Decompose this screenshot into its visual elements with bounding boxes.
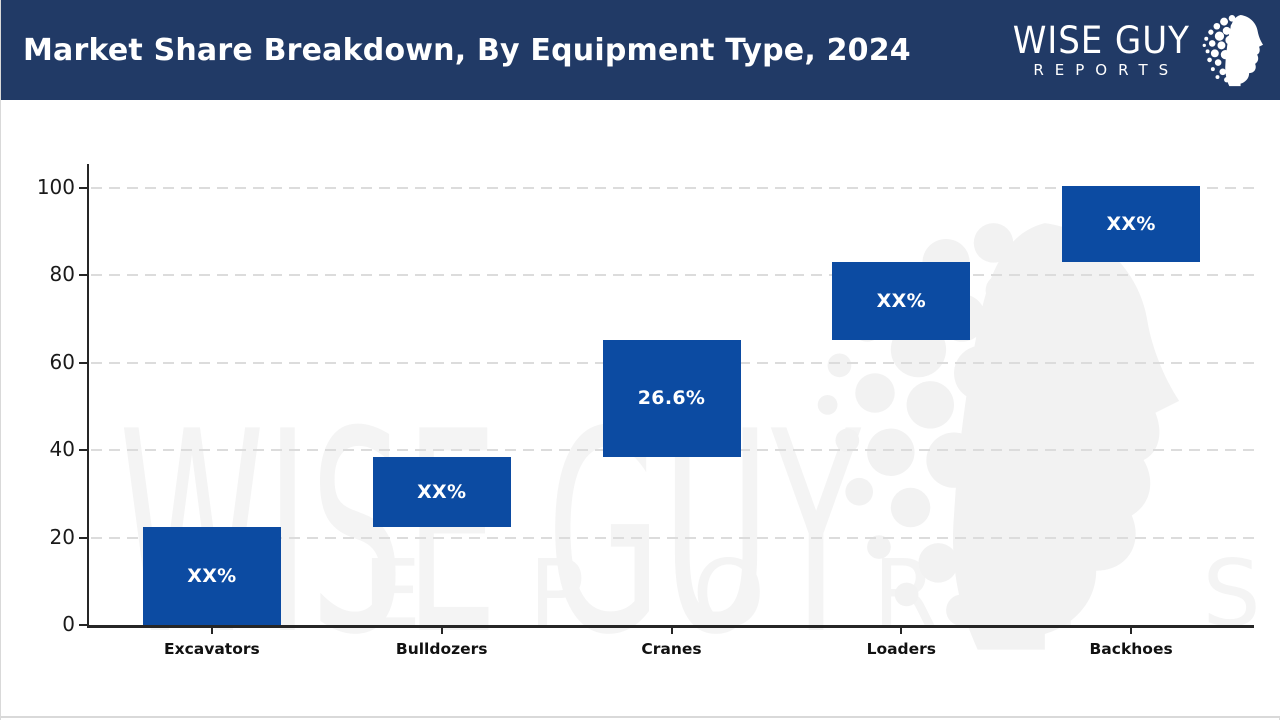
bar-value-label: XX% (417, 480, 467, 503)
bar-excavators: XX% (142, 526, 281, 625)
bar-value-label: 26.6% (637, 387, 706, 410)
x-tick-mark-3 (900, 628, 903, 634)
category-label-excavators: Excavators (164, 640, 260, 658)
bar-bulldozers: XX% (372, 456, 511, 527)
bar-value-label: XX% (1106, 212, 1156, 235)
x-tick-mark-1 (440, 628, 443, 634)
x-tick-mark-4 (1130, 628, 1133, 634)
bar-value-label: XX% (187, 564, 237, 587)
x-tick-mark-2 (670, 628, 673, 634)
x-tick-mark-0 (210, 628, 213, 634)
y-tick-mark-20 (79, 536, 88, 539)
y-tick-label-0: 0 (62, 612, 75, 636)
logo-line2: REPORTS (1033, 61, 1180, 79)
y-tick-mark-80 (79, 274, 88, 276)
chart-plot-area: WISE GUY REPORTS 0 20 40 60 80 100 XX% Excavato… (1, 100, 1280, 716)
gridline-80 (91, 274, 1254, 276)
bottom-divider (1, 716, 1280, 718)
y-tick-label-100: 100 (36, 174, 75, 199)
gridline-20 (91, 536, 1254, 539)
x-axis-line (87, 625, 1254, 628)
bar-loaders: XX% (832, 261, 971, 341)
category-label-bulldozers: Bulldozers (395, 640, 488, 658)
logo-wordmark: WISE GUY REPORTS (1005, 22, 1197, 78)
y-tick-mark-40 (79, 449, 88, 451)
gridline-100 (91, 186, 1254, 189)
y-tick-mark-100 (79, 186, 88, 189)
category-label-backhoes: Backhoes (1089, 640, 1173, 658)
logo-line1: WISE GUY (1012, 19, 1190, 62)
category-label-cranes: Cranes (641, 640, 702, 658)
bar-cranes: 26.6% (602, 340, 741, 457)
bar-value-label: XX% (876, 290, 926, 313)
y-tick-label-40: 40 (49, 437, 75, 461)
y-tick-label-20: 20 (49, 524, 75, 549)
y-tick-mark-60 (79, 361, 88, 364)
y-axis-line (87, 164, 89, 628)
page-title: Market Share Breakdown, By Equipment Typ… (23, 32, 911, 68)
category-label-loaders: Loaders (866, 640, 937, 658)
y-tick-mark-0 (79, 624, 88, 626)
dotted-head-icon (1199, 13, 1265, 87)
wise-guy-logo: WISE GUY REPORTS (1005, 13, 1265, 87)
y-tick-label-60: 60 (49, 349, 75, 374)
header-bar: Market Share Breakdown, By Equipment Typ… (1, 0, 1280, 100)
y-tick-label-80: 80 (49, 262, 75, 286)
bar-backhoes: XX% (1062, 185, 1201, 262)
